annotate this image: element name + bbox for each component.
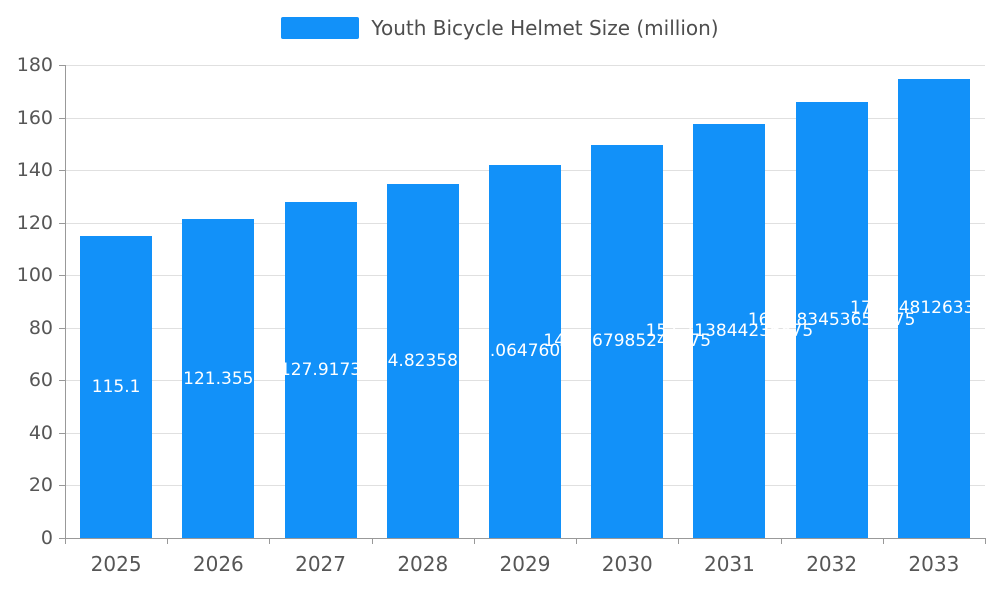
bar-2028[interactable]: 134.8235875	[366, 183, 480, 538]
y-tick-mark	[59, 275, 65, 277]
bar-2033[interactable]: 174.748126335938	[850, 78, 1000, 538]
y-tick-label-140: 140	[16, 159, 53, 182]
bar-2029[interactable]: 142.064760875	[457, 164, 593, 538]
y-tick-label-160: 160	[16, 106, 53, 129]
x-tick-mark	[269, 538, 271, 544]
y-tick-mark	[59, 222, 65, 224]
bar-value-label-2031: 157.713844236875	[645, 320, 814, 341]
x-tick-mark	[985, 538, 986, 544]
bar-2027[interactable]: 127.9173	[280, 201, 361, 538]
x-tick-mark	[882, 538, 884, 544]
x-tick-mark	[678, 538, 680, 544]
bar-value-label-2029: 142.064760875	[457, 341, 593, 362]
x-tick-label-2026: 2026	[192, 552, 244, 576]
x-tick-label-2025: 2025	[90, 552, 142, 576]
x-axis-line	[65, 538, 985, 539]
x-tick-label-2029: 2029	[499, 552, 551, 576]
bar-value-label-2032: 165.983453656875	[747, 309, 916, 330]
legend-swatch	[281, 17, 360, 39]
y-tick-label-180: 180	[16, 54, 53, 76]
bar-2031[interactable]: 157.713844236875	[646, 123, 813, 538]
y-tick-label-20: 20	[28, 474, 53, 497]
x-tick-mark	[371, 538, 373, 544]
x-tick-mark	[576, 538, 578, 544]
bar-2026[interactable]: 121.355	[182, 219, 255, 538]
y-tick-mark	[59, 380, 65, 382]
y-tick-mark	[59, 538, 65, 539]
bar-value-label-2027: 127.9173	[279, 359, 362, 380]
y-tick-label-60: 60	[28, 369, 53, 392]
x-tick-mark	[473, 538, 475, 544]
x-tick-mark	[167, 538, 169, 544]
bar-2025[interactable]: 115.1	[80, 235, 153, 538]
x-tick-label-2032: 2032	[806, 552, 858, 576]
y-tick-mark	[59, 327, 65, 329]
gridline-180	[65, 65, 985, 66]
bar-2030[interactable]: 149.667985243875	[543, 144, 711, 538]
x-tick-label-2033: 2033	[908, 552, 960, 576]
bar-value-label-2026: 121.355	[183, 368, 254, 389]
y-tick-mark	[59, 117, 65, 119]
y-tick-label-120: 120	[16, 211, 53, 234]
bar-2032[interactable]: 165.983453656875	[748, 101, 915, 538]
y-tick-mark	[59, 432, 65, 434]
bar-value-label-2028: 134.8235875	[365, 350, 480, 371]
legend[interactable]: Youth Bicycle Helmet Size (million)	[0, 16, 1000, 40]
x-tick-mark	[780, 538, 782, 544]
x-tick-label-2030: 2030	[601, 552, 653, 576]
legend-label: Youth Bicycle Helmet Size (million)	[371, 16, 719, 40]
y-tick-mark	[59, 65, 65, 66]
y-tick-mark	[59, 485, 65, 487]
bar-value-label-2033: 174.748126335938	[850, 298, 1000, 319]
y-tick-label-80: 80	[28, 316, 53, 339]
bar-value-label-2025: 115.1	[91, 376, 141, 397]
x-tick-label-2031: 2031	[703, 552, 755, 576]
bar-value-label-2030: 149.667985243875	[543, 331, 712, 352]
y-tick-mark	[59, 170, 65, 172]
y-tick-label-100: 100	[16, 264, 53, 287]
x-tick-label-2028: 2028	[397, 552, 449, 576]
plot-area: 115.1 121.355 127.9173 134.8235875 142.06476…	[65, 65, 1000, 539]
y-tick-label-0: 0	[40, 527, 53, 549]
gridline-160	[65, 117, 985, 119]
x-tick-label-2027: 2027	[295, 552, 346, 576]
y-tick-label-40: 40	[28, 421, 53, 444]
x-tick-mark	[65, 538, 66, 544]
y-axis-line	[65, 65, 66, 538]
